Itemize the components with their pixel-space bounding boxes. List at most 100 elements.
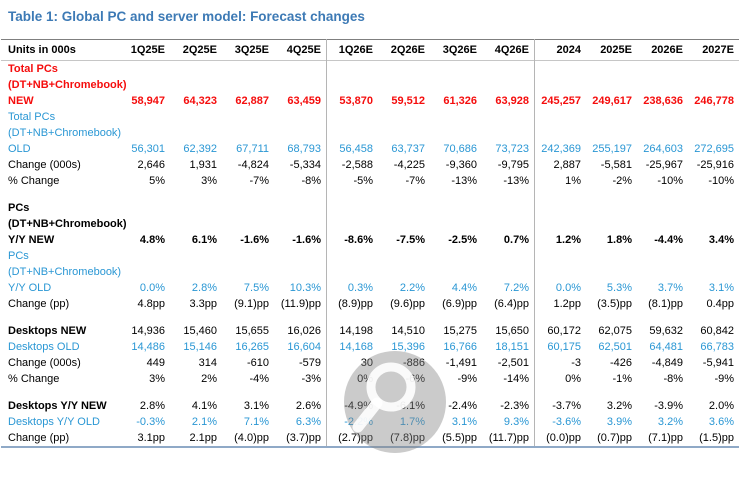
- cell: 4.8pp: [137, 298, 165, 310]
- cell: (0.0)pp: [546, 432, 581, 444]
- row-label: Y/Y OLD: [8, 282, 52, 294]
- cell: 15,650: [495, 325, 529, 337]
- row-label: Desktops OLD: [8, 341, 80, 353]
- cell: (3.5)pp: [597, 298, 632, 310]
- cell: -9%: [714, 373, 734, 385]
- column-header-4q26e: 4Q26E: [494, 44, 529, 56]
- cell: 0.0%: [555, 282, 581, 294]
- table-row: Total PCs: [1, 109, 739, 125]
- row-label: Y/Y NEW: [8, 234, 55, 246]
- cell: -7.5%: [396, 234, 425, 246]
- table-row: % Change3%2%-4%-3%0%-6%-9%-14%0%-1%-8%-9…: [1, 371, 739, 387]
- cell: -4%: [249, 373, 269, 385]
- cell: 2.0%: [708, 400, 734, 412]
- cell: -4,849: [651, 357, 683, 369]
- cell: 1.2pp: [553, 298, 581, 310]
- table-body: Total PCs (DT+NB+Chromebook) NEW 58,947 64,3…: [1, 61, 739, 446]
- cell: 255,197: [592, 143, 632, 155]
- cell: 4.4%: [451, 282, 477, 294]
- cell: 6.3%: [295, 416, 321, 428]
- cell: 59,632: [649, 325, 683, 337]
- cell: 0.0%: [139, 282, 165, 294]
- table-row: Change (pp) 3.1pp 2.1pp (4.0)pp (3.7)pp (2.7)…: [1, 430, 739, 446]
- column-header-2024: 2024: [556, 44, 581, 56]
- cell: 62,075: [598, 325, 632, 337]
- cell: -13%: [451, 175, 477, 187]
- cell: -0.3%: [136, 416, 165, 428]
- cell: 16,766: [443, 341, 477, 353]
- cell: 3.1%: [708, 282, 734, 294]
- page-title: Table 1: Global PC and server model: For…: [8, 9, 365, 24]
- row-label: NEW: [8, 95, 34, 107]
- cell: (6.4)pp: [494, 298, 529, 310]
- cell: -14%: [503, 373, 529, 385]
- table-row: Y/Y OLD 0.0% 2.8% 7.5% 10.3% 0.3% 2.2% 4.4% 7.2%…: [1, 280, 739, 296]
- cell: -4.4%: [654, 234, 683, 246]
- cell: 62,501: [598, 341, 632, 353]
- cell: -9%: [457, 373, 477, 385]
- cell: 14,168: [339, 341, 373, 353]
- cell: (1.5)pp: [699, 432, 734, 444]
- table-row: (DT+NB+Chromebook): [1, 77, 739, 93]
- cell: 3.3pp: [189, 298, 217, 310]
- row-label: (DT+NB+Chromebook): [8, 127, 122, 139]
- row-label: (DT+NB+Chromebook): [8, 218, 127, 230]
- magnifier-icon[interactable]: [343, 350, 447, 454]
- cell: -2,501: [497, 357, 529, 369]
- cell: -886: [378, 357, 430, 369]
- cell: 16,265: [235, 341, 269, 353]
- cell: 2.2%: [399, 282, 425, 294]
- table-row: (DT+NB+Chromebook): [1, 264, 739, 280]
- cell: 9.3%: [503, 416, 529, 428]
- table-row: % Change 5% 3% -7% -8% -5% -7% -13% -13% 1% -2% -10…: [1, 173, 739, 189]
- cell: 67,711: [236, 143, 269, 155]
- forecast-table: Units in 000s 1Q25E 2Q25E 3Q25E 4Q25E 1Q26E 2…: [1, 39, 739, 446]
- cell: -9,360: [445, 159, 477, 171]
- table-row: Desktops Y/Y NEW2.8%4.1%3.1%2.6%-4.9%-6.…: [1, 398, 739, 414]
- column-header-2026e: 2026E: [651, 44, 683, 56]
- cell: 66,783: [700, 341, 734, 353]
- cell: (11.9)pp: [280, 298, 321, 310]
- cell: (2.7)pp: [338, 432, 373, 444]
- cell: -2.5%: [448, 234, 477, 246]
- cell: (6.9)pp: [442, 298, 477, 310]
- cell: 2.1%: [191, 416, 217, 428]
- spacer-row: [1, 189, 739, 200]
- cell: 3.2%: [657, 416, 683, 428]
- row-label: % Change: [8, 175, 60, 187]
- cell: 1.2%: [555, 234, 581, 246]
- cell: -3.9%: [654, 400, 683, 412]
- row-label: Desktops Y/Y OLD: [8, 416, 100, 428]
- cell: 449: [146, 357, 165, 369]
- cell: -5,334: [289, 159, 321, 171]
- cell: 7.2%: [503, 282, 529, 294]
- cell: 2.1pp: [189, 432, 217, 444]
- cell: 64,323: [183, 95, 217, 107]
- cell: (11.7)pp: [488, 432, 529, 444]
- cell: -10%: [657, 175, 683, 187]
- cell: 2.8%: [139, 400, 165, 412]
- cell: 3.2%: [606, 400, 632, 412]
- cell: 0%: [565, 373, 581, 385]
- column-header-2q25e: 2Q25E: [182, 44, 217, 56]
- table-header-row: Units in 000s 1Q25E 2Q25E 3Q25E 4Q25E 1Q26E 2…: [1, 39, 739, 61]
- table-row: Change (000s) 2,646 1,931 -4,824 -5,334 -2,58…: [1, 157, 739, 173]
- cell: -5%: [353, 175, 373, 187]
- cell: -3.7%: [552, 400, 581, 412]
- cell: (7.8)pp: [378, 432, 430, 444]
- row-label: Total PCs: [8, 63, 58, 75]
- table-row: PCs: [1, 200, 739, 216]
- cell: 245,257: [541, 95, 581, 107]
- cell: 4.1%: [191, 400, 217, 412]
- cell: 63,928: [495, 95, 529, 107]
- cell: -5,581: [600, 159, 632, 171]
- row-label: % Change: [8, 373, 60, 385]
- cell: 61,326: [443, 95, 477, 107]
- cell: 249,617: [592, 95, 632, 107]
- column-header-1q25e: 1Q25E: [130, 44, 165, 56]
- cell: 15,460: [183, 325, 217, 337]
- cell: -2%: [612, 175, 632, 187]
- cell: 246,778: [694, 95, 734, 107]
- table-row: (DT+NB+Chromebook): [1, 125, 739, 141]
- cell: 1.7%: [378, 416, 430, 428]
